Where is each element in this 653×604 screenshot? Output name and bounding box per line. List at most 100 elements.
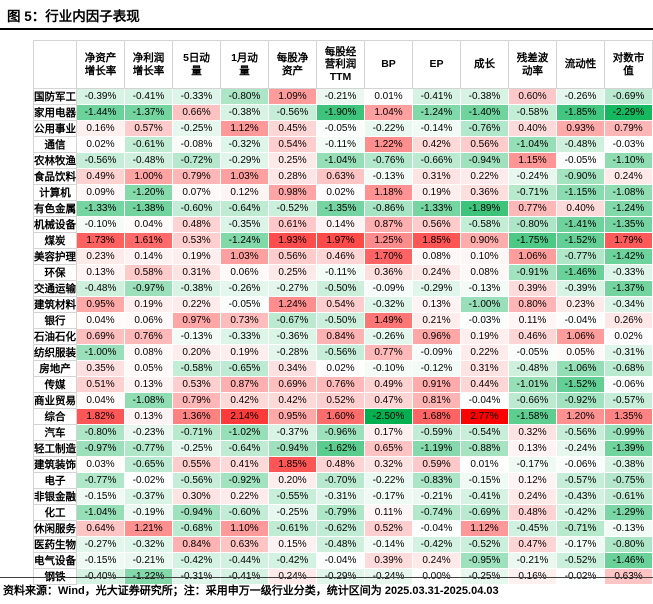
factor-cell: 1.79% xyxy=(604,232,653,249)
factor-cell: 0.77% xyxy=(364,344,413,361)
factor-cell: -0.77% xyxy=(556,248,605,265)
factor-cell: 0.69% xyxy=(268,376,317,393)
factor-cell: -0.68% xyxy=(604,360,653,377)
factor-cell: 1.60% xyxy=(316,408,365,425)
factor-cell: 0.84% xyxy=(172,536,221,553)
factor-cell: -0.77% xyxy=(76,472,125,489)
factor-cell: -0.52% xyxy=(556,552,605,569)
factor-cell: 0.60% xyxy=(508,88,557,105)
factor-cell: 1.85% xyxy=(268,456,317,473)
factor-cell: 0.04% xyxy=(76,312,125,329)
factor-cell: -1.04% xyxy=(316,152,365,169)
factor-cell: -0.22% xyxy=(364,120,413,137)
factor-cell: -0.56% xyxy=(556,424,605,441)
industry-label: 休闲服务 xyxy=(33,520,77,537)
factor-cell: -0.26% xyxy=(220,280,269,297)
factor-cell: 1.68% xyxy=(412,408,461,425)
factor-cell: 1.36% xyxy=(172,408,221,425)
factor-cell: 0.39% xyxy=(364,552,413,569)
factor-cell: -1.01% xyxy=(508,376,557,393)
table-row: 传媒 0.51% 0.13% 0.53% 0.87% 0.69% 0.76% 0.49% 0.9… xyxy=(33,376,653,393)
column-header: 1月动 量 xyxy=(220,40,269,89)
industry-label: 非银金融 xyxy=(33,488,77,505)
factor-cell: -0.27% xyxy=(76,536,125,553)
factor-cell: 0.93% xyxy=(556,120,605,137)
footer-divider xyxy=(0,577,653,578)
factor-cell: -0.61% xyxy=(124,136,173,153)
factor-cell: -0.24% xyxy=(508,168,557,185)
factor-cell: -0.33% xyxy=(220,328,269,345)
factor-cell: -0.04% xyxy=(556,312,605,329)
factor-cell: 0.47% xyxy=(508,536,557,553)
column-header: 净利润 增长率 xyxy=(124,40,173,89)
factor-cell: -0.94% xyxy=(460,152,509,169)
factor-cell: -0.70% xyxy=(316,472,365,489)
factor-cell: -0.34% xyxy=(604,296,653,313)
factor-cell: -1.46% xyxy=(556,264,605,281)
factor-cell: -0.38% xyxy=(604,456,653,473)
factor-cell: -0.54% xyxy=(460,424,509,441)
factor-cell: -0.39% xyxy=(76,88,125,105)
factor-cell: 0.49% xyxy=(76,168,125,185)
factor-cell: -0.05% xyxy=(220,296,269,313)
factor-cell: -0.76% xyxy=(460,120,509,137)
factor-cell: -0.43% xyxy=(556,488,605,505)
factor-cell: -0.91% xyxy=(508,264,557,281)
factor-cell: -1.42% xyxy=(604,248,653,265)
factor-cell: -0.25% xyxy=(460,568,509,585)
factor-cell: 0.25% xyxy=(268,152,317,169)
factor-cell: 0.42% xyxy=(268,392,317,409)
factor-cell: 0.48% xyxy=(172,216,221,233)
factor-cell: 0.66% xyxy=(172,104,221,121)
factor-cell: -0.48% xyxy=(316,536,365,553)
factor-cell: -0.19% xyxy=(124,504,173,521)
factor-cell: -0.61% xyxy=(604,488,653,505)
factor-cell: -0.71% xyxy=(508,184,557,201)
industry-label: 建筑材料 xyxy=(33,296,77,313)
factor-cell: 1.12% xyxy=(220,120,269,137)
table-row: 交通运输 -0.48% -0.97% -0.38% -0.26% -0.27% -0.50%… xyxy=(33,280,653,297)
column-header: 流动性 xyxy=(556,40,605,89)
factor-cell: -1.10% xyxy=(604,152,653,169)
factor-cell: 0.34% xyxy=(268,360,317,377)
factor-cell: -0.42% xyxy=(268,552,317,569)
factor-cell: -0.37% xyxy=(268,424,317,441)
table-row: 银行 0.04% 0.06% 0.97% 0.73% -0.67% -0.50% 1.49% 0… xyxy=(33,312,653,329)
factor-cell: -0.10% xyxy=(76,216,125,233)
industry-label: 电子 xyxy=(33,472,77,489)
industry-label: 煤炭 xyxy=(33,232,77,249)
factor-cell: 0.01% xyxy=(364,88,413,105)
factor-cell: 0.02% xyxy=(316,360,365,377)
factor-cell: 0.77% xyxy=(508,200,557,217)
factor-cell: 0.12% xyxy=(508,472,557,489)
factor-cell: -0.23% xyxy=(124,424,173,441)
factor-cell: -0.11% xyxy=(316,136,365,153)
factor-cell: -0.41% xyxy=(124,88,173,105)
factor-cell: 0.13% xyxy=(412,296,461,313)
factor-cell: 0.32% xyxy=(508,424,557,441)
factor-cell: -0.65% xyxy=(124,456,173,473)
factor-cell: 0.20% xyxy=(172,344,221,361)
factor-cell: 0.52% xyxy=(316,392,365,409)
factor-cell: -0.58% xyxy=(508,104,557,121)
factor-cell: -1.41% xyxy=(556,216,605,233)
factor-cell: -0.13% xyxy=(172,328,221,345)
factor-cell: -1.08% xyxy=(604,184,653,201)
table-row: 煤炭 1.73% 1.61% 0.53% -1.24% 1.93% 1.97% 1.25% 1.… xyxy=(33,232,653,249)
factor-cell: -0.17% xyxy=(556,536,605,553)
table-body: 国防军工 -0.39% -0.41% -0.33% -0.80% 1.09% -0.21% 0… xyxy=(33,88,653,585)
industry-label: 交通运输 xyxy=(33,280,77,297)
factor-cell: 0.16% xyxy=(76,120,125,137)
factor-cell: -0.57% xyxy=(556,472,605,489)
factor-cell: -0.22% xyxy=(364,472,413,489)
factor-cell: -0.15% xyxy=(76,552,125,569)
factor-cell: 0.12% xyxy=(220,184,269,201)
factor-cell: -0.52% xyxy=(268,200,317,217)
table-row: 通信 0.02% -0.61% -0.08% -0.32% 0.54% -0.11% 1.22… xyxy=(33,136,653,153)
table-row: 综合 1.82% 0.13% 1.36% 2.14% 0.95% 1.60% -2.50% 1.… xyxy=(33,408,653,425)
factor-cell: -0.55% xyxy=(268,488,317,505)
column-header: BP xyxy=(364,40,413,89)
factor-cell: 0.46% xyxy=(316,248,365,265)
factor-cell: 0.17% xyxy=(364,424,413,441)
factor-cell: -0.14% xyxy=(412,120,461,137)
